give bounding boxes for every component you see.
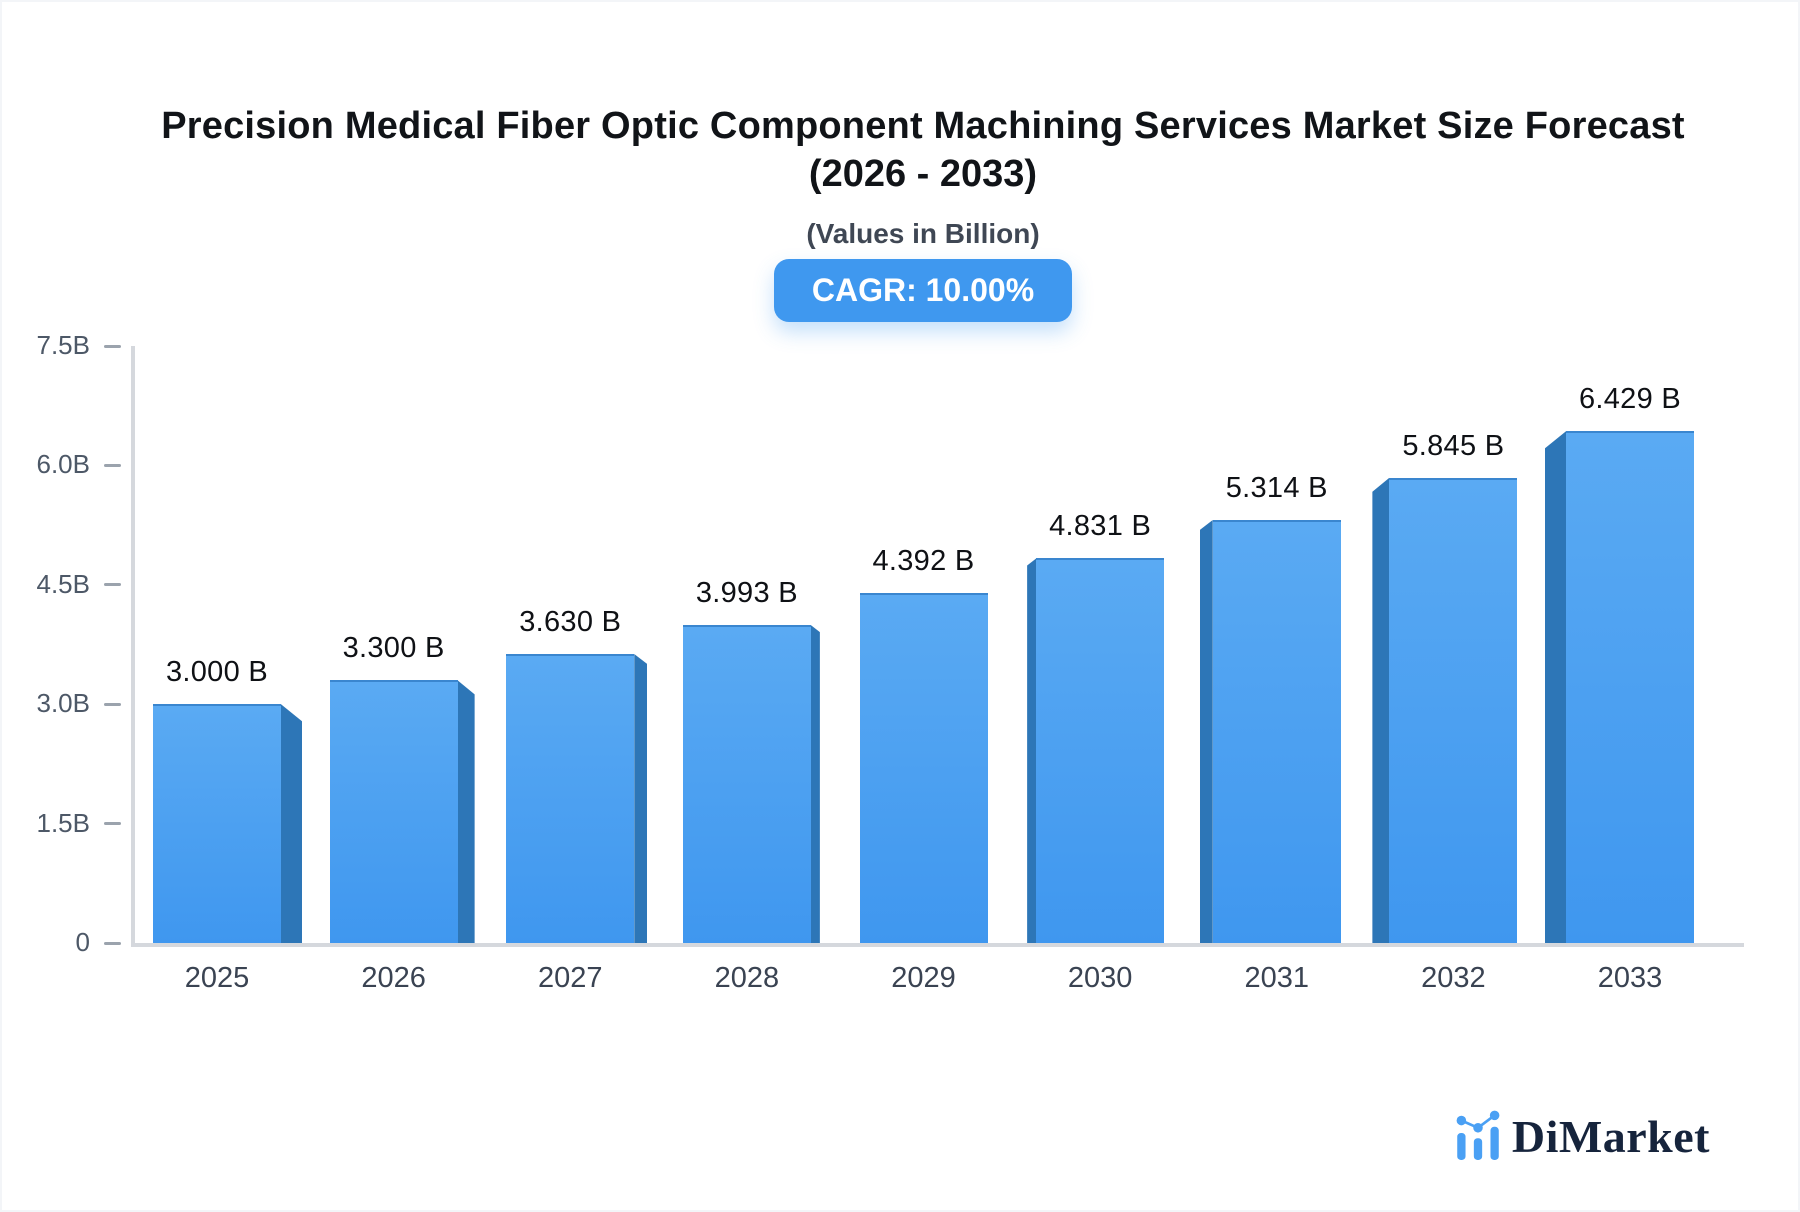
x-axis-category-label: 2026: [361, 962, 426, 994]
y-axis-tick-label: 4.5B: [36, 568, 91, 599]
bar-value-label: 3.630 B: [519, 606, 622, 639]
dimarket-logo: DiMarket: [1455, 1106, 1710, 1160]
x-axis-line: [131, 943, 1744, 947]
bar: [506, 654, 635, 943]
x-axis-category-label: 2029: [891, 962, 956, 994]
x-axis-category-label: 2030: [1067, 962, 1133, 994]
bar-value-label: 3.993 B: [695, 577, 798, 610]
y-axis-tick: [104, 583, 121, 587]
y-axis-tick-label: 6.0B: [36, 449, 91, 480]
bar: [682, 625, 811, 943]
bar: [1212, 520, 1341, 943]
y-axis-line: [131, 346, 135, 947]
bar-side-face: [634, 654, 648, 943]
bar: [1036, 558, 1165, 943]
x-axis-category-label: 2031: [1244, 962, 1309, 994]
chart-title-line2: (2026 - 2033): [808, 153, 1038, 195]
x-axis-category-label: 2025: [184, 962, 250, 994]
dimarket-logo-text: DiMarket: [1511, 1111, 1710, 1162]
bar-side-face: [1199, 520, 1213, 943]
x-axis-category-label: 2032: [1421, 962, 1486, 994]
chart-title-line1: Precision Medical Fiber Optic Component …: [161, 105, 1685, 147]
y-axis-tick: [104, 822, 121, 826]
bar-value-label: 4.831 B: [1049, 510, 1152, 543]
y-axis-tick-label: 7.5B: [36, 330, 91, 360]
bar-side-face: [1027, 558, 1037, 943]
bar-value-label: 4.392 B: [872, 545, 975, 578]
bar-value-label: 3.300 B: [342, 632, 445, 665]
y-axis-tick: [104, 941, 121, 945]
bar-side-face: [457, 680, 475, 943]
cagr-badge: CAGR: 10.00%: [773, 259, 1073, 322]
y-axis-tick: [104, 463, 121, 467]
bar-side-face: [1372, 477, 1390, 943]
bar-side-face: [810, 625, 820, 943]
y-axis-tick-label: 1.5B: [36, 807, 91, 838]
bar: [1389, 477, 1518, 943]
x-axis-category-label: 2033: [1597, 962, 1663, 994]
bar: [859, 593, 988, 943]
y-axis-tick: [104, 702, 121, 706]
bar-value-label: 5.314 B: [1225, 472, 1328, 504]
bar-value-label: 5.845 B: [1402, 429, 1505, 462]
bar-chart-trend-icon: [1456, 1110, 1500, 1160]
bar: [153, 704, 281, 943]
x-axis-category-label: 2028: [714, 962, 780, 994]
bar-side-face: [1545, 431, 1566, 943]
x-axis-category-label: 2027: [537, 962, 603, 994]
y-axis-tick-label: 3.0B: [36, 688, 91, 719]
bar-value-label: 3.000 B: [165, 656, 269, 689]
y-axis-tick: [104, 344, 121, 348]
bar: [1566, 431, 1694, 943]
bar-value-label: 6.429 B: [1578, 383, 1682, 416]
cagr-badge-row: CAGR: 10.00%: [2, 259, 1798, 322]
chart-subtitle: (Values in Billion): [806, 218, 1040, 249]
bar-side-face: [281, 704, 302, 943]
bar: [329, 680, 458, 943]
y-axis-tick-label: 0: [75, 927, 90, 957]
